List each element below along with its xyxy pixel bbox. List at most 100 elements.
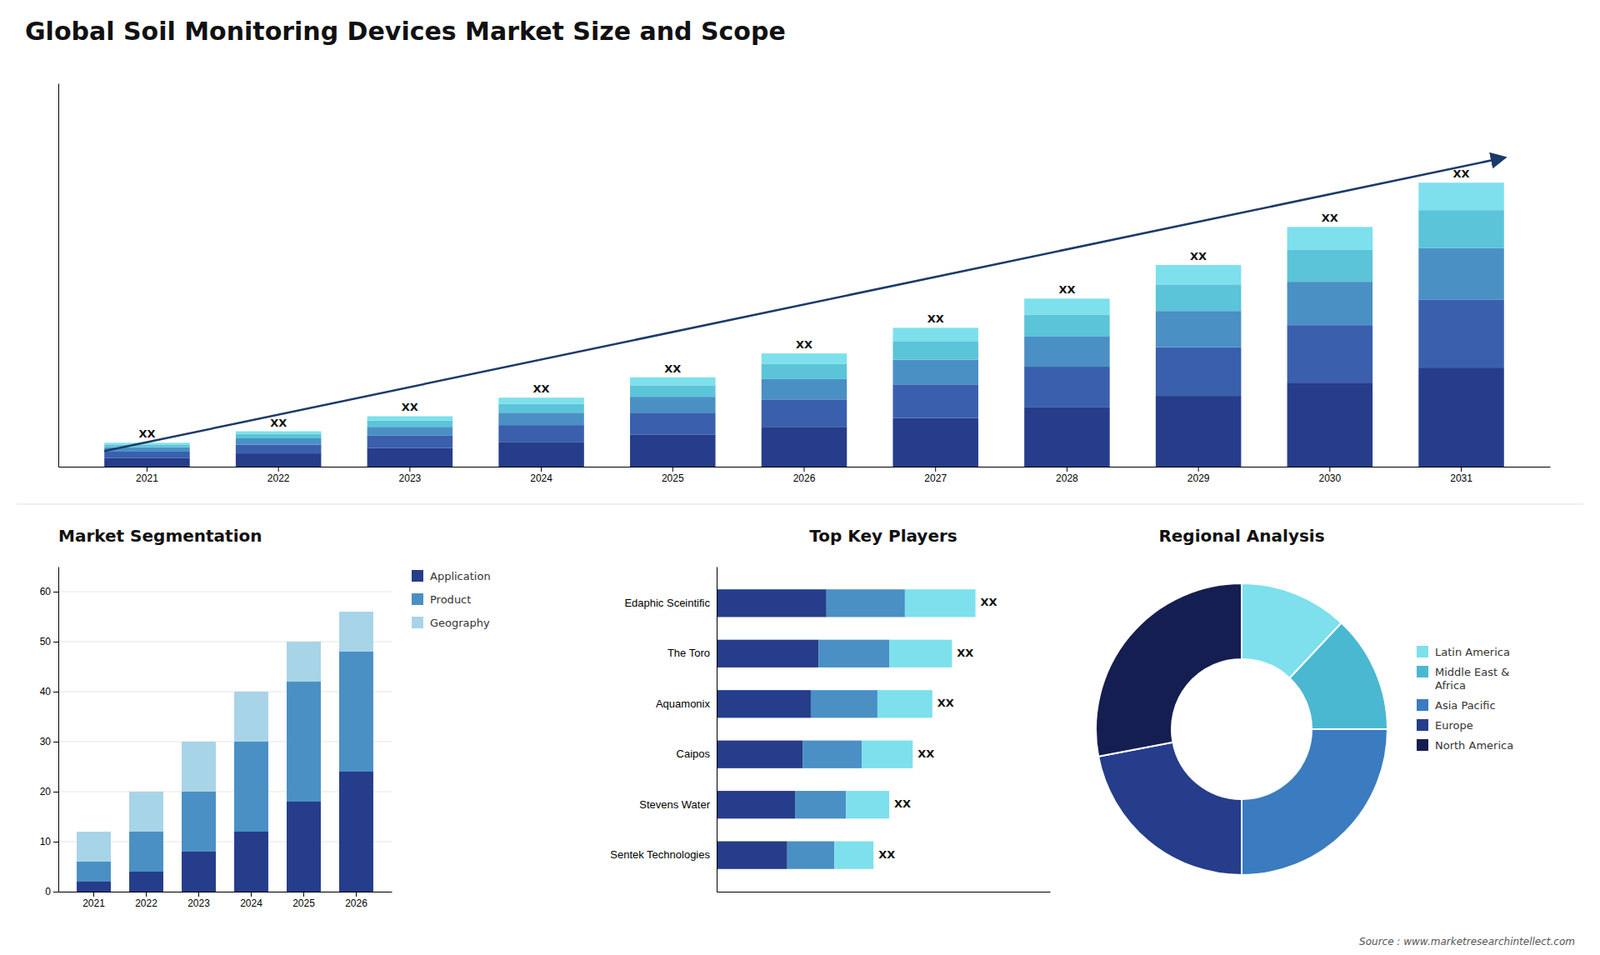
bar — [1418, 248, 1505, 300]
bar — [1155, 347, 1242, 396]
x-axis-tick: 2024 — [530, 466, 553, 485]
x-axis-tick-label: 2022 — [267, 472, 290, 485]
y-axis-tick-label: 60 — [40, 585, 52, 598]
chart-title: Global Soil Monitoring Devices Market Si… — [25, 16, 786, 46]
y-axis-tick-label: 50 — [40, 635, 52, 648]
bar — [367, 420, 454, 427]
y-axis-tick-mark — [53, 591, 59, 593]
bar-series — [76, 771, 374, 892]
x-axis-tick-label: 2026 — [793, 472, 816, 485]
bar — [367, 415, 454, 420]
y-axis-tick-label: 40 — [40, 685, 52, 698]
legend-swatch — [1416, 739, 1429, 751]
y-axis-tick-label: 20 — [40, 785, 52, 798]
bar — [286, 801, 321, 892]
bar — [181, 851, 216, 892]
bar — [286, 681, 321, 802]
dashboard: 2021202220232024202520262027202820292030… — [0, 0, 1600, 955]
bar — [1418, 367, 1505, 467]
bar — [1155, 284, 1242, 311]
trend-arrow — [104, 157, 1505, 451]
bar-top-label: XX — [927, 312, 945, 325]
x-axis-tick-label: 2026 — [345, 897, 368, 910]
x-axis-tick: 2029 — [1187, 466, 1210, 485]
x-axis-tick: 2031 — [1450, 466, 1473, 485]
bar — [892, 360, 979, 385]
y-axis-tick: Caipos — [676, 747, 717, 760]
bar — [1418, 210, 1505, 249]
x-axis-tick-mark — [145, 891, 147, 897]
chart-title: Market Segmentation — [58, 525, 263, 546]
bar — [1024, 366, 1110, 408]
bar-end-label: XX — [917, 747, 935, 760]
legend-item: North America — [1416, 739, 1514, 752]
bar — [905, 589, 976, 617]
bar-series — [787, 589, 905, 870]
legend-swatch — [411, 616, 424, 629]
x-axis-tick: 2022 — [267, 466, 290, 485]
x-axis-tick: 2026 — [793, 466, 816, 485]
bar — [235, 444, 322, 454]
y-axis-line — [716, 567, 718, 893]
x-axis-tick-mark — [198, 891, 200, 897]
bar-series — [834, 589, 975, 870]
bar — [1024, 314, 1110, 337]
y-axis-tick-label: Caipos — [676, 747, 711, 760]
bar — [1155, 265, 1242, 285]
slice — [1241, 729, 1388, 875]
x-axis-tick-mark — [540, 466, 542, 472]
bar — [367, 426, 454, 436]
x-axis-tick: 2021 — [135, 466, 159, 485]
legend-label: Latin America — [1435, 645, 1510, 659]
legend-item: Product — [411, 593, 471, 606]
x-axis-tick-mark — [303, 891, 305, 897]
y-axis-tick-label: Stevens Water — [639, 798, 710, 811]
bar — [761, 426, 848, 467]
bar — [498, 425, 585, 442]
x-axis-tick: 2024 — [240, 891, 263, 910]
bar — [630, 385, 716, 397]
legend-swatch — [1416, 699, 1429, 711]
bars — [76, 611, 374, 892]
bar — [716, 640, 819, 668]
bar — [845, 790, 890, 819]
bar — [818, 640, 890, 668]
y-axis-tick-label: 30 — [40, 735, 52, 748]
divider — [16, 504, 1584, 505]
x-axis-tick-mark — [804, 466, 805, 472]
y-axis-line — [58, 567, 60, 893]
bar — [803, 740, 863, 769]
bar — [181, 741, 216, 792]
grid — [58, 591, 392, 892]
x-axis — [717, 891, 1051, 893]
legend-item: Geography — [411, 616, 490, 630]
bar-end-label: XX — [956, 646, 974, 660]
bar — [892, 418, 979, 467]
legend-item: Middle East &Africa — [1416, 665, 1510, 692]
y-axis-tick: 30 — [40, 735, 59, 748]
bar-end-label: XX — [980, 595, 998, 609]
x-axis-tick-mark — [1460, 466, 1462, 472]
legend-label: Geography — [430, 616, 490, 630]
bar — [892, 327, 979, 341]
bar-chart: 2021202220232024202520260102030405060App… — [40, 567, 491, 910]
bar — [129, 871, 164, 892]
x-axis-tick-mark — [409, 466, 410, 472]
bar — [1418, 182, 1505, 210]
legend-label: Asia Pacific — [1435, 699, 1496, 712]
bar-series — [104, 210, 1505, 447]
bar — [877, 690, 933, 718]
y-axis-tick: Stevens Water — [639, 798, 717, 811]
bar — [498, 441, 585, 467]
bar — [129, 831, 164, 872]
y-axis-tick-label: 0 — [45, 885, 51, 898]
bar-series — [716, 589, 827, 870]
bar — [1287, 226, 1374, 250]
bar — [761, 364, 848, 380]
legend-label: North America — [1435, 739, 1514, 752]
legend-item: Latin America — [1416, 645, 1510, 659]
bar — [761, 399, 848, 427]
x-axis-tick-mark — [278, 466, 280, 472]
bar — [761, 379, 848, 400]
y-axis-tick: 10 — [40, 835, 59, 848]
